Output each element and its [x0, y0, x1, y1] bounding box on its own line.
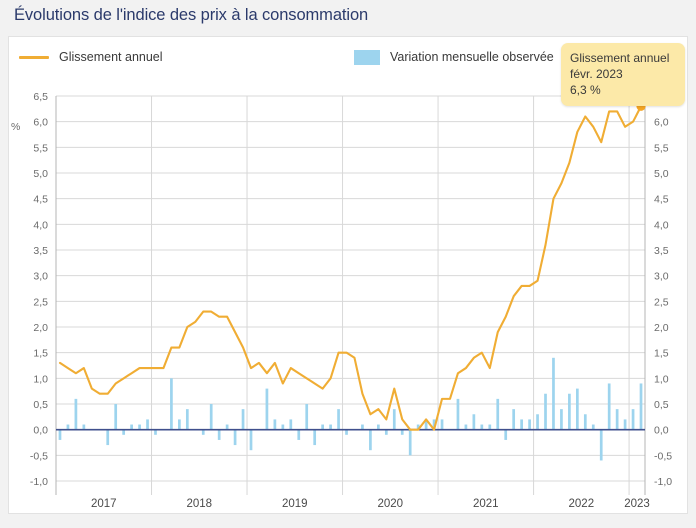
chart-legend: Glissement annuel Variation mensuelle ob…: [9, 37, 689, 77]
page-title: Évolutions de l'indice des prix à la con…: [14, 6, 369, 24]
tooltip-value: 6,3 %: [570, 83, 601, 97]
bar-swatch-icon: [354, 49, 380, 65]
tooltip: Glissement annuel févr. 2023 6,3 %: [561, 43, 685, 106]
tooltip-series-name: Glissement annuel: [570, 51, 670, 65]
legend-label-glissement-annuel: Glissement annuel: [59, 50, 163, 64]
legend-item-glissement-annuel[interactable]: Glissement annuel: [19, 37, 163, 77]
chart-card: Glissement annuel Variation mensuelle ob…: [8, 36, 688, 514]
legend-label-variation-mensuelle: Variation mensuelle observée: [390, 50, 554, 64]
y-axis-unit-label: %: [11, 121, 21, 133]
line-swatch-icon: [19, 55, 49, 59]
tooltip-period: févr. 2023: [570, 67, 623, 81]
legend-item-variation-mensuelle[interactable]: Variation mensuelle observée: [354, 37, 554, 77]
